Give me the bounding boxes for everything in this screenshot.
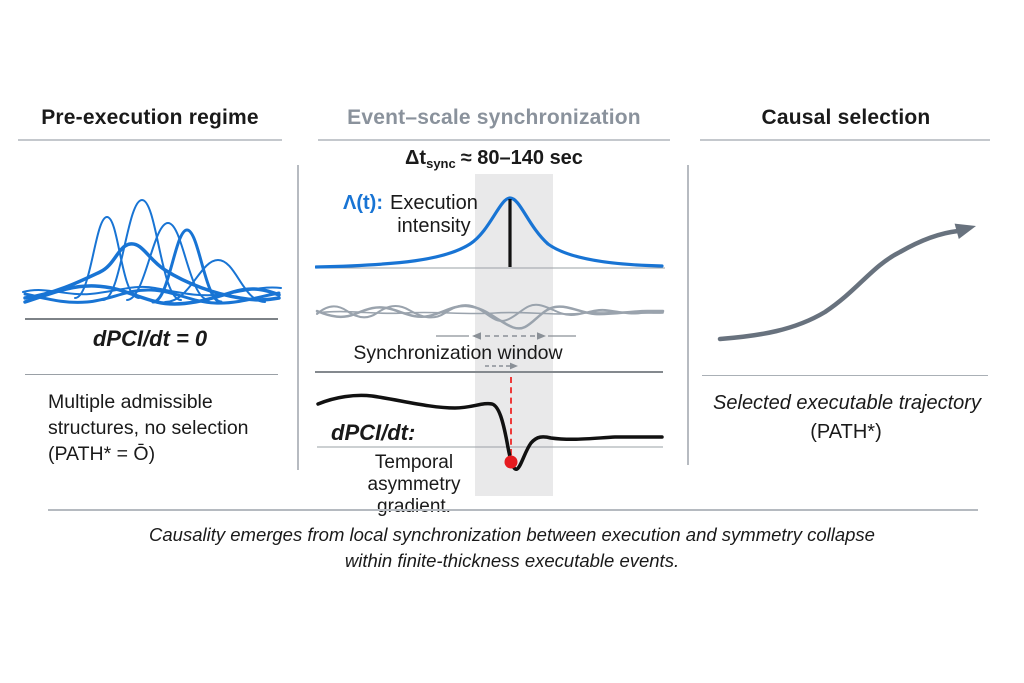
left-arrowhead-icon — [472, 332, 481, 340]
arrowhead-icon — [954, 223, 976, 239]
dpci-label: dPCI/dt: — [331, 420, 416, 445]
left-rule-upper — [25, 318, 278, 320]
intensity-curve — [315, 196, 664, 269]
wave-strand — [316, 310, 664, 315]
sync-duration-label: Δtsync ≈ 80–140 sec — [318, 147, 670, 171]
lambda-text-line1: Execution — [389, 192, 478, 214]
lambda-symbol: Λ(t): — [343, 192, 383, 214]
lambda-text: Execution intensity — [390, 192, 478, 238]
gradient-caption: Temporal asymmetry gradient. — [330, 452, 498, 518]
execution-intensity-plot — [315, 196, 665, 269]
right-panel-title: Causal selection — [761, 106, 931, 129]
middle-panel-title: Event–scale synchronization — [347, 106, 641, 129]
footer-caption: Causality emerges from local synchroniza… — [0, 522, 1024, 574]
lambda-text-line2: intensity — [397, 215, 471, 237]
right-rule — [702, 375, 988, 376]
left-panel-title: Pre-execution regime — [41, 106, 259, 129]
left-equation: dPCI/dt = 0 — [92, 326, 208, 351]
trajectory-curve — [717, 228, 961, 342]
bell-curve — [151, 228, 223, 304]
left-description: Multiple admissible structures, no selec… — [48, 389, 288, 467]
baseline-wave — [22, 285, 282, 297]
collapse-point-marker — [504, 455, 518, 469]
right-arrowhead-icon — [510, 362, 518, 370]
sync-window-label: Synchronization window — [353, 342, 563, 364]
bell-curve — [102, 198, 182, 301]
left-description-line2: structures, no selection — [48, 417, 249, 439]
bell-curve — [126, 221, 210, 301]
gradient-curve — [316, 393, 664, 471]
desynchronized-waves — [315, 303, 665, 330]
footer-caption-line2: within finite-thickness executable event… — [344, 550, 680, 571]
baseline-wave — [23, 288, 281, 305]
left-description-line1: Multiple admissible — [48, 391, 213, 413]
lambda-label: Λ(t): Execution intensity — [343, 192, 478, 238]
trajectory-caption-line1: Selected executable trajectory — [713, 392, 981, 414]
footer-rule — [48, 509, 978, 511]
delta-t-symbol: Δt — [405, 147, 427, 169]
collapse-marker-dashed-line — [510, 377, 512, 455]
left-description-line3: (PATH* = Ō) — [48, 443, 156, 465]
window-direction-arrow — [485, 362, 518, 370]
trajectory-caption-line2: (PATH*) — [810, 421, 882, 443]
baseline-wave — [23, 284, 281, 306]
left-rule-lower — [25, 374, 278, 375]
admissible-structures-curves — [22, 198, 282, 306]
selected-trajectory-arrow — [717, 223, 976, 342]
left-middle-divider — [297, 165, 299, 470]
delta-t-value: ≈ 80–140 sec — [460, 147, 583, 169]
middle-title-rule — [318, 139, 670, 141]
middle-rule — [315, 371, 663, 373]
delta-t-subscript: sync — [426, 156, 456, 171]
middle-right-divider — [687, 165, 689, 465]
footer-caption-line1: Causality emerges from local synchroniza… — [149, 524, 875, 545]
left-title-rule — [18, 139, 282, 141]
sync-window-extent-arrow — [436, 332, 576, 340]
bold-mound-curve — [23, 242, 281, 302]
gradient-caption-line1: Temporal asymmetry — [367, 452, 461, 495]
dpci-gradient-plot — [316, 393, 664, 471]
gradient-caption-line2: gradient. — [377, 496, 451, 517]
right-title-rule — [700, 139, 990, 141]
right-arrowhead-icon — [537, 332, 546, 340]
